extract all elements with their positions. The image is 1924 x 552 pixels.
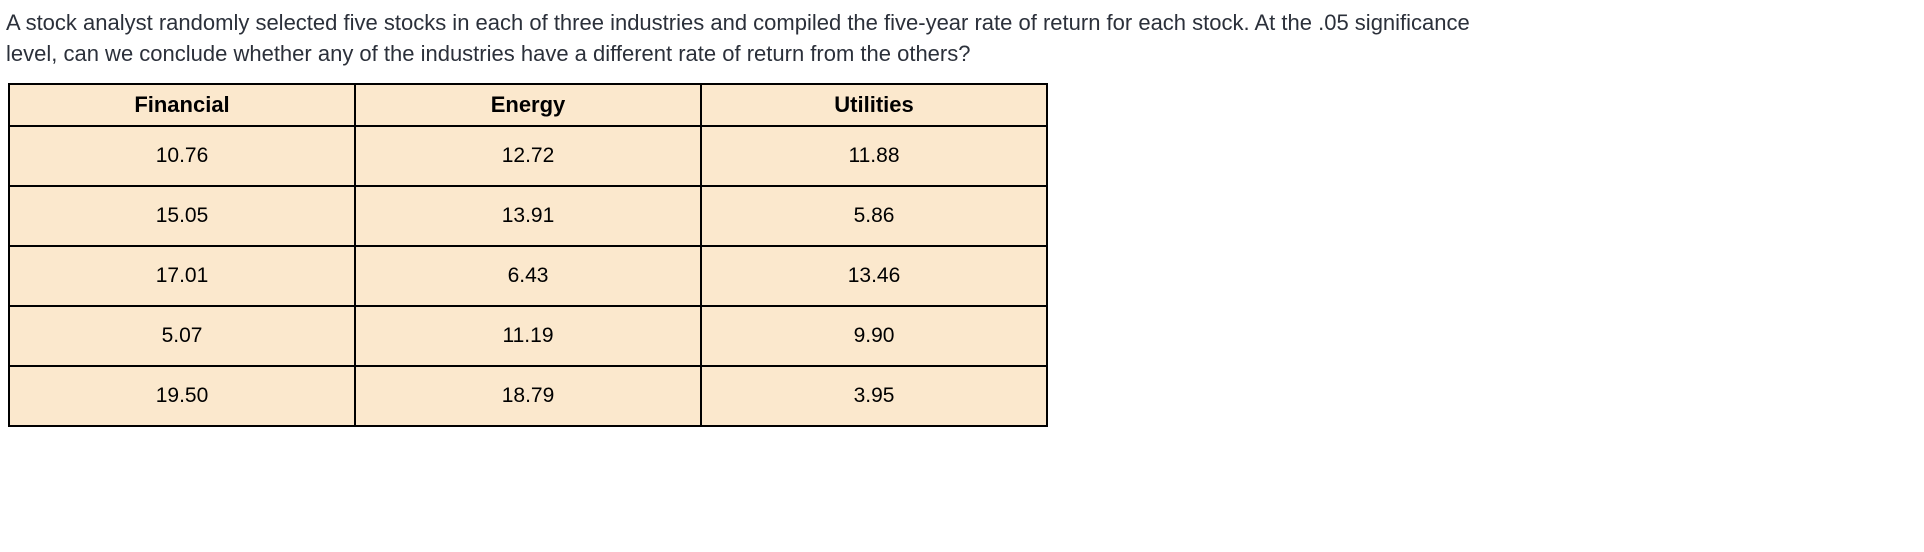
table-cell: 3.95 <box>700 365 1048 428</box>
page-container: A stock analyst randomly selected five s… <box>6 10 1470 428</box>
table-row: 19.50 18.79 3.95 <box>8 365 1048 428</box>
table-cell: 10.76 <box>8 125 356 188</box>
table-row: 5.07 11.19 9.90 <box>8 305 1048 368</box>
table-row: 15.05 13.91 5.86 <box>8 185 1048 248</box>
table-row: 17.01 6.43 13.46 <box>8 245 1048 308</box>
table-cell: 19.50 <box>8 365 356 428</box>
table-cell: 11.88 <box>700 125 1048 188</box>
table-cell: 13.91 <box>354 185 702 248</box>
table-cell: 17.01 <box>8 245 356 308</box>
table-cell: 15.05 <box>8 185 356 248</box>
table-cell: 5.86 <box>700 185 1048 248</box>
table-header-row: Financial Energy Utilities <box>8 83 1048 128</box>
table-cell: 11.19 <box>354 305 702 368</box>
table-cell: 9.90 <box>700 305 1048 368</box>
column-header-financial: Financial <box>8 83 356 128</box>
table-cell: 18.79 <box>354 365 702 428</box>
table-cell: 6.43 <box>354 245 702 308</box>
table-cell: 12.72 <box>354 125 702 188</box>
table-row: 10.76 12.72 11.88 <box>8 125 1048 188</box>
question-text: A stock analyst randomly selected five s… <box>6 10 1470 67</box>
column-header-utilities: Utilities <box>700 83 1048 128</box>
column-header-energy: Energy <box>354 83 702 128</box>
table-cell: 5.07 <box>8 305 356 368</box>
table-cell: 13.46 <box>700 245 1048 308</box>
rate-of-return-table: Financial Energy Utilities 10.76 12.72 1… <box>8 83 1048 428</box>
